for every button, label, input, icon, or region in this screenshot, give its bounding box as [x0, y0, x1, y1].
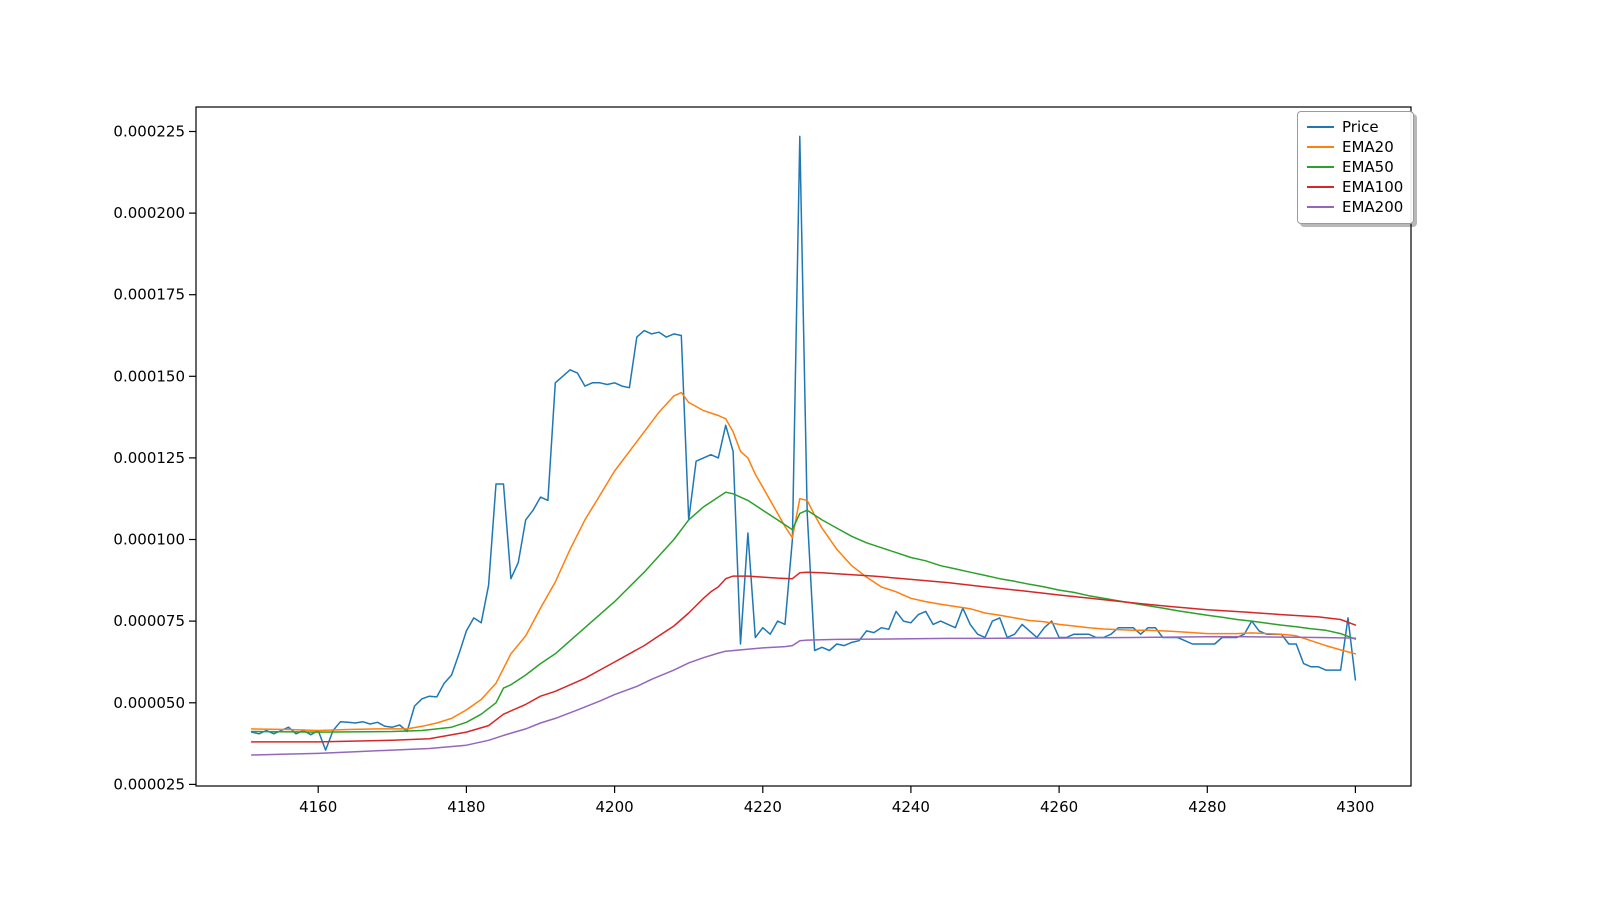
legend-label-ema20: EMA20 [1342, 138, 1394, 156]
legend-entry-ema20: EMA20 [1307, 137, 1403, 157]
legend-entry-ema50: EMA50 [1307, 157, 1403, 177]
legend-label-ema100: EMA100 [1342, 178, 1404, 196]
svg-text:0.000225: 0.000225 [113, 123, 185, 141]
svg-text:4240: 4240 [892, 798, 930, 816]
svg-text:4220: 4220 [744, 798, 782, 816]
svg-text:4160: 4160 [299, 798, 337, 816]
svg-text:0.000125: 0.000125 [113, 449, 185, 467]
svg-text:0.000025: 0.000025 [113, 775, 185, 793]
legend-entry-ema100: EMA100 [1307, 177, 1403, 197]
legend-line-sample-ema50 [1307, 166, 1334, 168]
svg-text:4180: 4180 [447, 798, 485, 816]
legend-label-ema50: EMA50 [1342, 158, 1394, 176]
legend-entry-ema200: EMA200 [1307, 197, 1403, 217]
legend-label-ema200: EMA200 [1342, 198, 1404, 216]
svg-text:0.000100: 0.000100 [113, 531, 185, 549]
legend-line-sample-ema20 [1307, 146, 1334, 148]
legend: Price EMA20 EMA50 EMA100 EMA200 [1297, 111, 1415, 224]
svg-text:0.000150: 0.000150 [113, 367, 185, 385]
svg-text:0.000050: 0.000050 [113, 694, 185, 712]
legend-line-sample-ema200 [1307, 206, 1334, 208]
legend-line-sample-ema100 [1307, 186, 1334, 188]
svg-text:4200: 4200 [596, 798, 634, 816]
svg-text:4280: 4280 [1188, 798, 1226, 816]
svg-text:4260: 4260 [1040, 798, 1078, 816]
legend-line-sample-price [1307, 126, 1334, 128]
legend-label-price: Price [1342, 118, 1379, 136]
svg-text:0.000075: 0.000075 [113, 612, 185, 630]
svg-text:0.000200: 0.000200 [113, 204, 185, 222]
svg-text:0.000175: 0.000175 [113, 286, 185, 304]
svg-text:4300: 4300 [1336, 798, 1374, 816]
legend-entry-price: Price [1307, 117, 1403, 137]
